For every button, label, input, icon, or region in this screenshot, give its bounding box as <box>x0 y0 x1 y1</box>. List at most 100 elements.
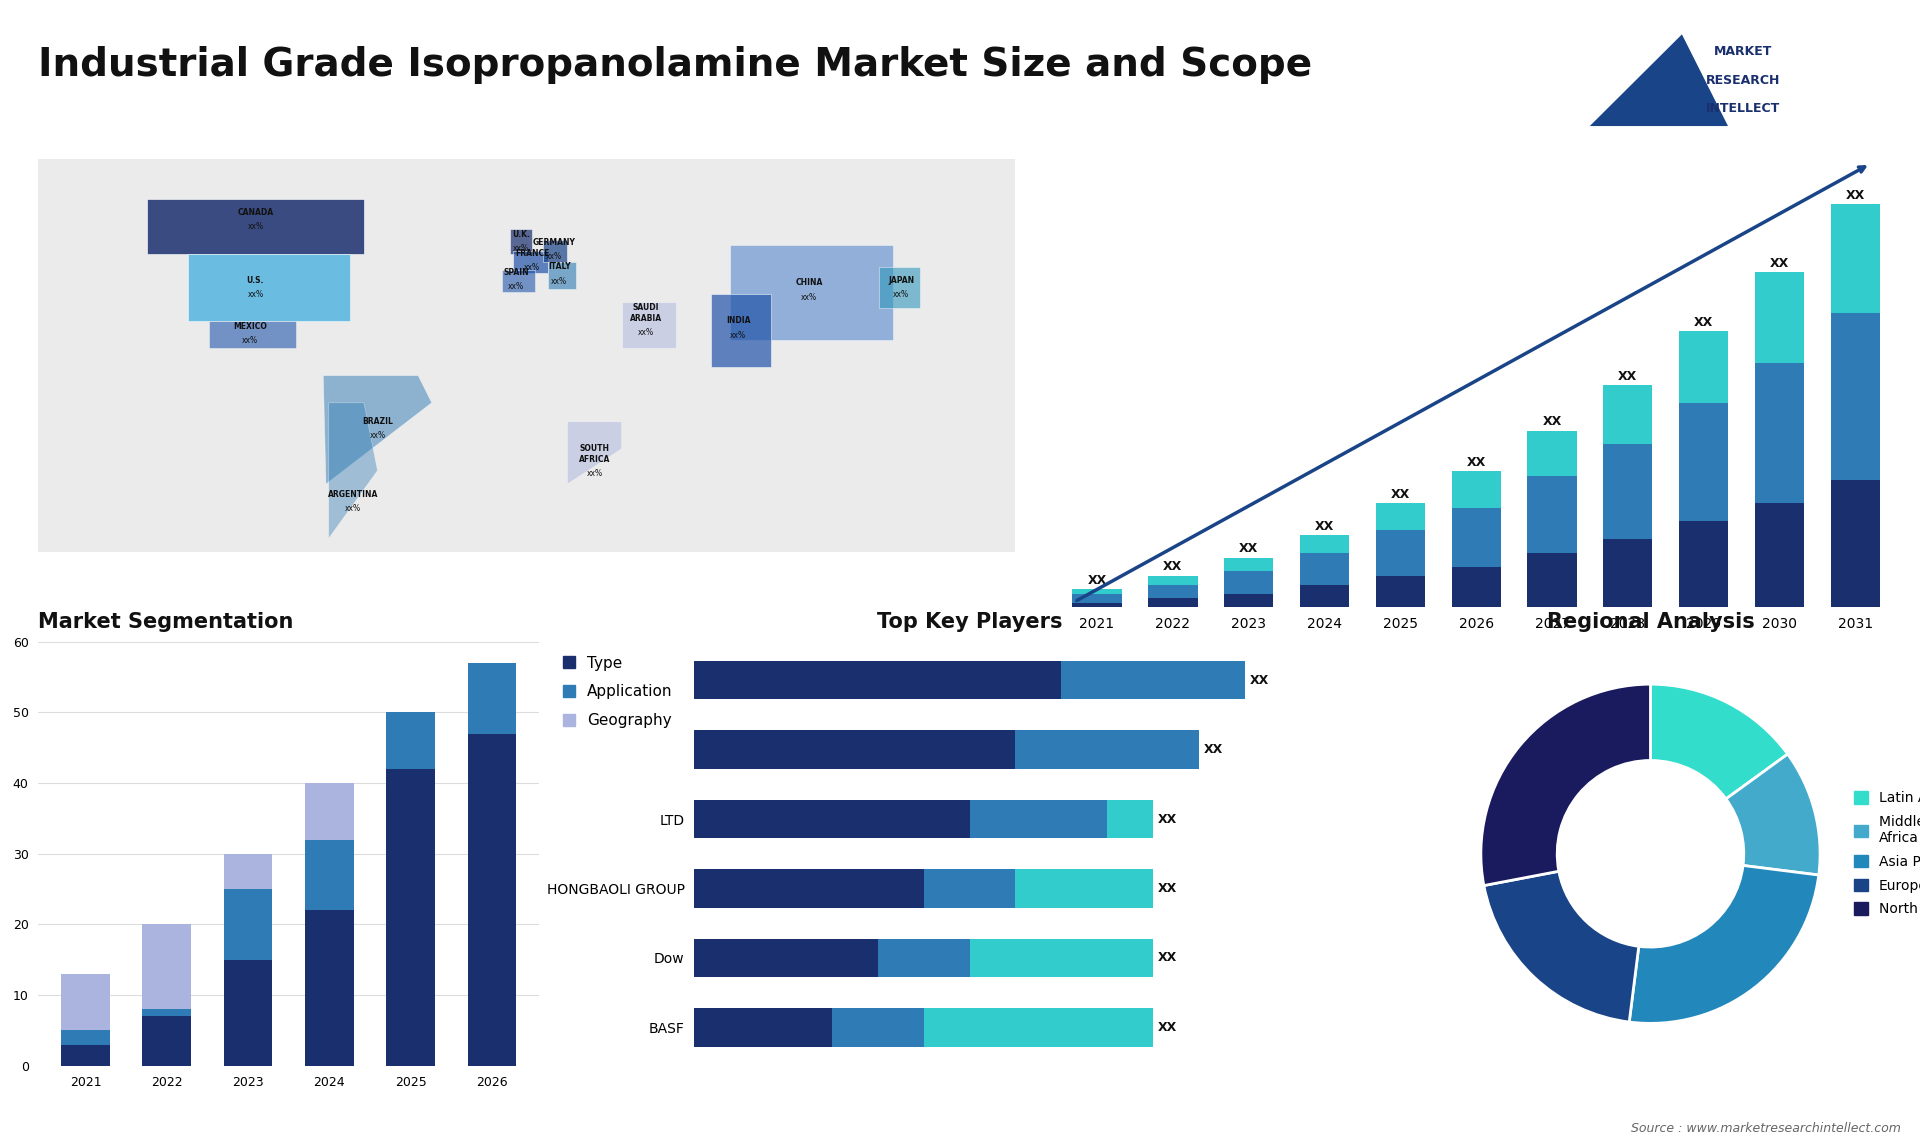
Text: SOUTH
AFRICA: SOUTH AFRICA <box>578 445 611 464</box>
Polygon shape <box>543 240 568 261</box>
Wedge shape <box>1630 865 1818 1023</box>
Polygon shape <box>323 376 432 484</box>
Text: xx%: xx% <box>346 504 361 513</box>
Polygon shape <box>568 422 622 484</box>
Text: Source : www.marketresearchintellect.com: Source : www.marketresearchintellect.com <box>1630 1122 1901 1135</box>
Text: Market Segmentation: Market Segmentation <box>38 612 294 631</box>
Text: xx%: xx% <box>248 290 263 299</box>
Bar <box>877 939 970 978</box>
Bar <box>970 939 1154 978</box>
Bar <box>1016 870 1154 908</box>
Bar <box>1225 571 1273 594</box>
Text: xx%: xx% <box>545 252 563 261</box>
Polygon shape <box>710 295 770 368</box>
Bar <box>1678 403 1728 521</box>
Text: XX: XX <box>1158 882 1177 895</box>
Text: xx%: xx% <box>242 336 257 345</box>
Bar <box>225 959 273 1066</box>
Text: INTELLECT: INTELLECT <box>1707 102 1780 116</box>
Text: Industrial Grade Isopropanolamine Market Size and Scope: Industrial Grade Isopropanolamine Market… <box>38 46 1313 84</box>
Text: xx%: xx% <box>586 469 603 478</box>
Polygon shape <box>503 269 536 291</box>
Text: xx%: xx% <box>893 290 910 299</box>
Text: XX: XX <box>1238 542 1258 556</box>
Text: RESEARCH: RESEARCH <box>1707 73 1780 87</box>
Text: XX: XX <box>1158 813 1177 825</box>
Bar <box>142 1010 192 1017</box>
Bar <box>1526 431 1576 476</box>
Bar <box>1452 471 1501 508</box>
Text: xx%: xx% <box>524 264 540 272</box>
Bar <box>1073 589 1121 594</box>
Text: XX: XX <box>1542 415 1561 429</box>
Text: ITALY: ITALY <box>547 262 570 272</box>
Bar <box>1300 535 1350 554</box>
Text: XX: XX <box>1164 560 1183 573</box>
Bar <box>1830 480 1880 607</box>
Bar <box>695 939 877 978</box>
Text: XX: XX <box>1158 951 1177 965</box>
Bar <box>1073 603 1121 607</box>
Bar <box>468 733 516 1066</box>
Bar <box>61 974 109 1030</box>
Bar <box>1148 575 1198 584</box>
Text: U.S.: U.S. <box>248 276 265 284</box>
Bar <box>1148 598 1198 607</box>
Bar <box>1300 584 1350 607</box>
Text: xx%: xx% <box>551 276 566 285</box>
Legend: Latin America, Middle East &
Africa, Asia Pacific, Europe, North America: Latin America, Middle East & Africa, Asi… <box>1849 786 1920 921</box>
Wedge shape <box>1480 684 1651 886</box>
Bar <box>468 662 516 733</box>
Bar <box>1830 204 1880 313</box>
Text: XX: XX <box>1693 315 1713 329</box>
Bar <box>695 1008 831 1046</box>
Bar <box>1526 554 1576 607</box>
Bar <box>305 840 353 910</box>
Text: XX: XX <box>1315 519 1334 533</box>
Bar <box>305 910 353 1066</box>
Text: xx%: xx% <box>730 331 747 340</box>
Polygon shape <box>188 253 349 321</box>
Bar <box>924 1008 1154 1046</box>
Polygon shape <box>1590 34 1728 126</box>
Text: INDIA: INDIA <box>726 316 751 325</box>
Bar <box>1678 331 1728 403</box>
Bar <box>831 1008 924 1046</box>
Bar <box>695 730 1016 769</box>
Text: xx%: xx% <box>801 293 816 301</box>
Text: CANADA: CANADA <box>238 207 273 217</box>
Text: MEXICO: MEXICO <box>232 322 267 331</box>
Title: Top Key Players: Top Key Players <box>877 612 1062 631</box>
Wedge shape <box>1651 684 1788 799</box>
Circle shape <box>1557 761 1743 947</box>
Bar <box>1755 362 1805 503</box>
Bar <box>1073 594 1121 603</box>
Bar <box>970 800 1108 838</box>
Text: XX: XX <box>1845 189 1864 202</box>
Bar <box>1108 800 1154 838</box>
Wedge shape <box>1484 871 1640 1022</box>
Bar <box>225 889 273 959</box>
Bar <box>142 1017 192 1066</box>
Text: XX: XX <box>1204 743 1223 756</box>
Polygon shape <box>511 229 532 253</box>
Polygon shape <box>328 402 378 539</box>
Text: U.K.: U.K. <box>513 229 530 238</box>
Text: BRAZIL: BRAZIL <box>363 417 394 426</box>
Text: XX: XX <box>1087 574 1106 587</box>
Bar <box>1452 566 1501 607</box>
Bar <box>1526 476 1576 554</box>
Bar <box>1603 445 1653 540</box>
Bar <box>1377 503 1425 531</box>
Bar <box>1603 385 1653 445</box>
Bar <box>386 769 436 1066</box>
Text: xx%: xx% <box>637 328 655 337</box>
Polygon shape <box>209 321 296 348</box>
Text: xx%: xx% <box>507 282 524 291</box>
Bar <box>61 1030 109 1045</box>
Text: xx%: xx% <box>513 244 530 253</box>
Bar <box>1755 272 1805 362</box>
Text: XX: XX <box>1770 257 1789 269</box>
Bar <box>1062 661 1244 699</box>
Bar <box>1830 313 1880 480</box>
